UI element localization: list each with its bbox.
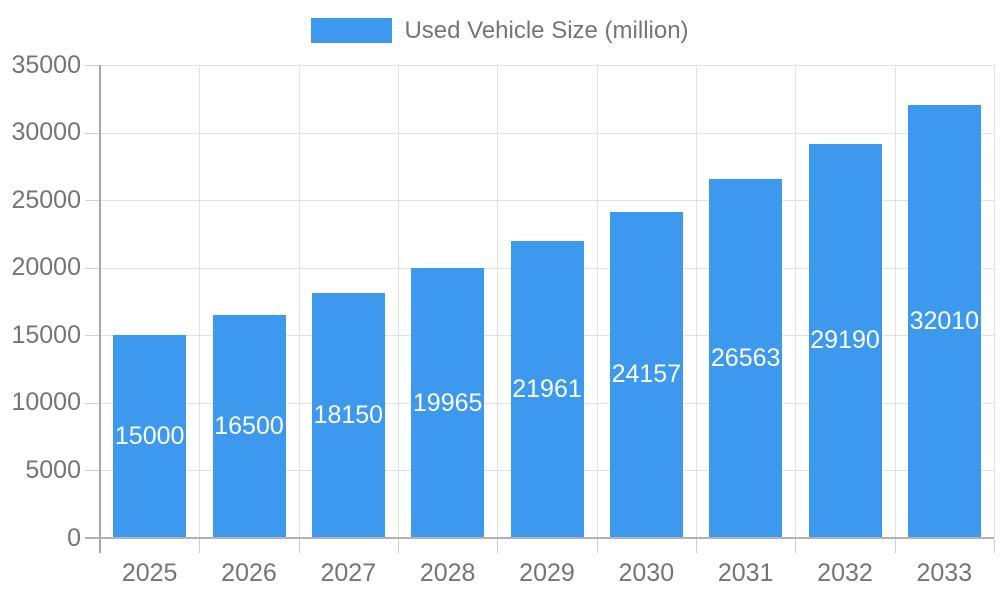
gridline-vertical bbox=[199, 65, 201, 538]
x-axis-tick bbox=[497, 539, 499, 553]
bar-value-label: 18150 bbox=[313, 400, 384, 429]
legend-swatch bbox=[311, 18, 393, 43]
y-axis-label: 25000 bbox=[11, 185, 81, 214]
bar-2028[interactable]: 19965 bbox=[411, 268, 485, 538]
gridline-vertical bbox=[497, 65, 499, 538]
x-axis-label: 2033 bbox=[916, 559, 973, 587]
x-axis-tick bbox=[596, 539, 598, 553]
bar-2026[interactable]: 16500 bbox=[212, 315, 286, 538]
x-axis-tick bbox=[994, 539, 995, 553]
y-axis-label: 35000 bbox=[11, 50, 81, 79]
bar-value-label: 16500 bbox=[214, 412, 284, 440]
y-axis-label: 15000 bbox=[11, 320, 81, 349]
gridline-vertical bbox=[298, 65, 300, 538]
x-axis-line bbox=[85, 537, 994, 539]
gridline-vertical bbox=[398, 65, 399, 538]
y-axis-tick bbox=[85, 200, 100, 202]
bar-value-label: 21961 bbox=[512, 375, 582, 404]
gridline-horizontal bbox=[100, 65, 994, 66]
bar-value-label: 32010 bbox=[909, 307, 980, 336]
y-axis-tick bbox=[85, 132, 100, 134]
y-axis-label: 0 bbox=[67, 523, 81, 552]
y-axis-tick bbox=[85, 267, 100, 269]
gridline-vertical bbox=[894, 65, 896, 538]
bar-2031[interactable]: 26563 bbox=[709, 179, 783, 538]
x-axis-label: 2028 bbox=[419, 559, 476, 587]
x-axis-label: 2025 bbox=[121, 559, 178, 587]
bar-2027[interactable]: 18150 bbox=[311, 292, 385, 538]
x-axis-label: 2030 bbox=[618, 559, 675, 587]
bar-2032[interactable]: 29190 bbox=[808, 143, 882, 538]
y-axis-label: 10000 bbox=[11, 388, 81, 417]
x-axis-label: 2027 bbox=[320, 559, 377, 587]
bar-2030[interactable]: 24157 bbox=[609, 211, 683, 538]
y-axis-label: 30000 bbox=[11, 118, 81, 147]
bar-value-label: 19965 bbox=[412, 388, 483, 417]
gridline-vertical bbox=[994, 65, 995, 538]
x-axis-label: 2032 bbox=[817, 559, 873, 587]
gridline-vertical bbox=[596, 65, 598, 538]
gridline-horizontal bbox=[100, 200, 994, 202]
gridline-horizontal bbox=[100, 132, 994, 134]
y-axis-tick bbox=[85, 65, 100, 66]
legend-label: Used Vehicle Size (million) bbox=[404, 17, 689, 44]
legend-item[interactable]: Used Vehicle Size (million) bbox=[0, 18, 1000, 43]
bar-2033[interactable]: 32010 bbox=[907, 105, 981, 538]
bar-2029[interactable]: 21961 bbox=[510, 241, 584, 538]
y-axis-label: 20000 bbox=[11, 253, 81, 282]
x-axis-tick bbox=[795, 539, 797, 553]
bar-value-label: 26563 bbox=[710, 344, 781, 373]
bar-value-label: 29190 bbox=[810, 326, 880, 355]
bar-value-label: 15000 bbox=[114, 422, 185, 451]
x-axis-label: 2029 bbox=[519, 559, 575, 587]
bar-2025[interactable]: 15000 bbox=[113, 335, 187, 538]
plot-area: 15000 16500 18150 19965 21961 24157 26563 29190… bbox=[100, 65, 995, 538]
x-axis-tick bbox=[199, 539, 201, 553]
x-axis-tick bbox=[298, 539, 300, 553]
gridline-vertical bbox=[795, 65, 797, 538]
y-axis-label: 5000 bbox=[25, 455, 81, 484]
x-axis-tick bbox=[398, 539, 399, 553]
y-axis-tick bbox=[85, 402, 100, 404]
x-axis-tick bbox=[894, 539, 896, 553]
y-axis-tick bbox=[85, 470, 100, 472]
y-axis-line bbox=[99, 65, 101, 553]
y-axis-tick bbox=[85, 335, 100, 337]
x-axis-tick bbox=[696, 539, 697, 553]
gridline-vertical bbox=[696, 65, 697, 538]
x-axis-label: 2031 bbox=[717, 559, 774, 587]
x-axis-label: 2026 bbox=[221, 559, 277, 587]
bar-value-label: 24157 bbox=[611, 360, 682, 389]
